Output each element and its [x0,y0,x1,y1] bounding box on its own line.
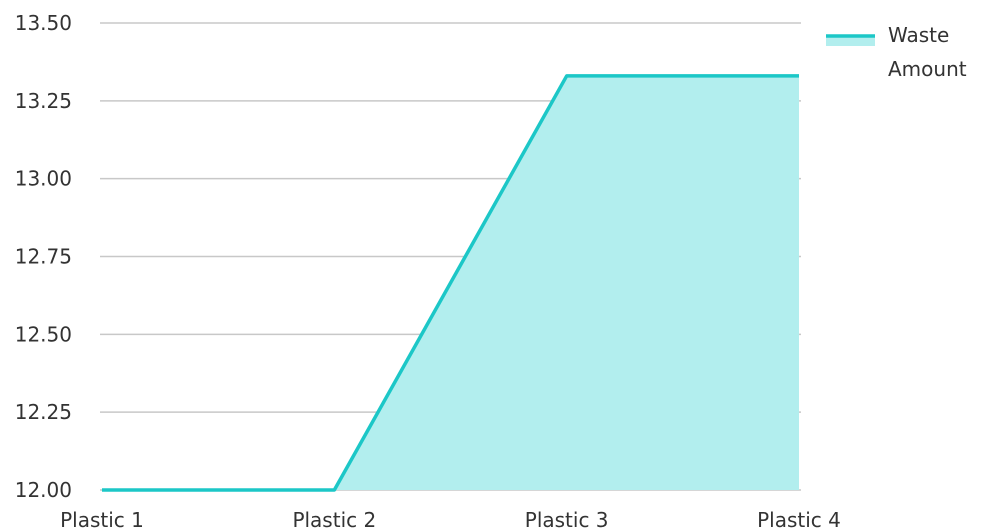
x-axis: Plastic 1 Plastic 2 Plastic 3 Plastic 4 [60,508,841,531]
legend: Waste Amount [826,23,967,81]
y-tick-label: 12.75 [15,245,72,269]
x-tick-label: Plastic 3 [525,508,609,531]
x-tick-label: Plastic 2 [292,508,376,531]
y-tick-label: 13.00 [15,167,72,191]
y-tick-label: 13.25 [15,89,72,113]
y-tick-label: 12.50 [15,322,72,346]
legend-swatch-fill [826,36,875,46]
y-tick-label: 13.50 [15,11,72,35]
series-line [102,74,799,492]
plot-area [101,74,800,492]
series-area-fill [102,75,799,490]
y-axis: 12.00 12.25 12.50 12.75 13.00 13.25 13.50 [15,11,72,502]
x-tick-label: Plastic 1 [60,508,144,531]
y-tick-label: 12.25 [15,400,72,424]
legend-label-line-1: Waste [888,23,949,47]
x-tick-label: Plastic 4 [757,508,841,531]
legend-label-line-2: Amount [888,57,967,81]
y-tick-label: 12.00 [15,478,72,502]
